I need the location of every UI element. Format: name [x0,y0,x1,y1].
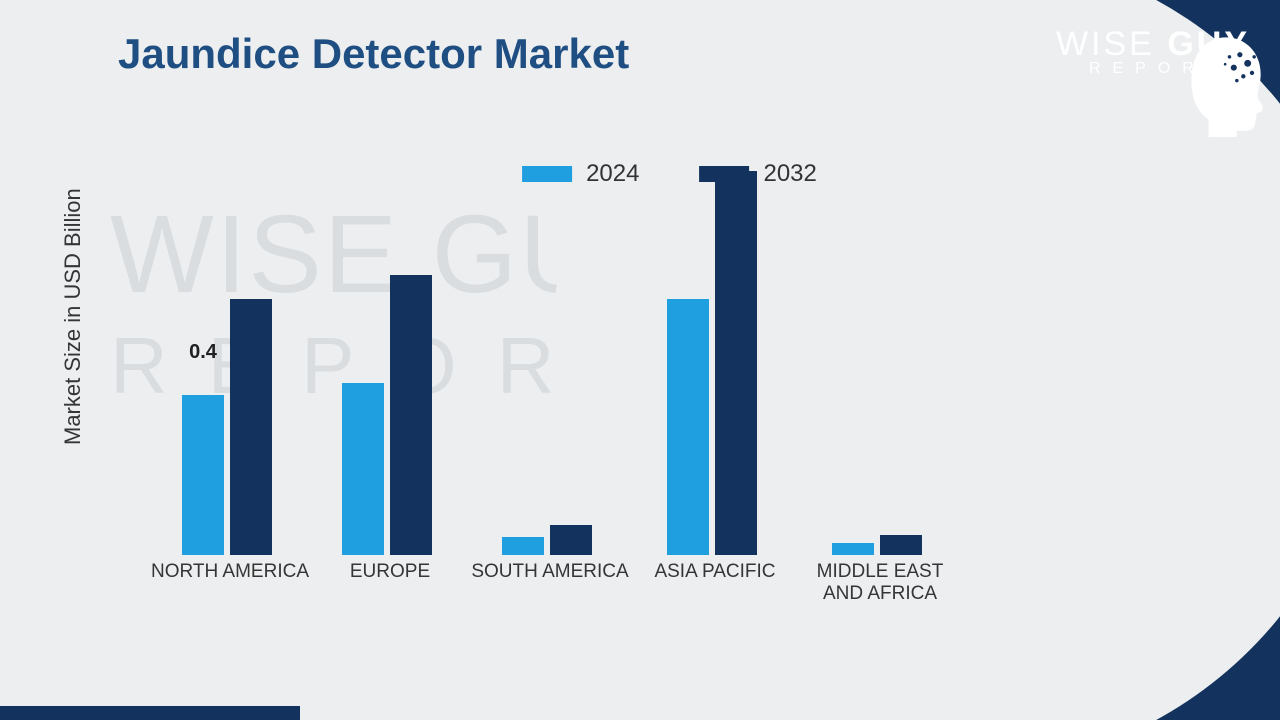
bottom-accent-bar [0,706,300,720]
bar-group: MIDDLE EAST AND AFRICA [810,155,950,555]
chart-title: Jaundice Detector Market [118,30,629,78]
logo-head-icon [1182,33,1270,137]
x-axis-label: MIDDLE EAST AND AFRICA [800,555,960,605]
bar-group: EUROPE [320,155,460,555]
bar-series1 [182,395,224,555]
bar-group: ASIA PACIFIC [645,155,785,555]
x-axis-label: NORTH AMERICA [150,555,310,583]
stage: WISE GUY REPORTS Jaundice Detector Marke… [0,0,1280,720]
x-axis-label: ASIA PACIFIC [635,555,795,583]
bar-value-label: 0.4 [189,341,217,368]
logo-word-wise: WISE [1056,25,1155,63]
bar-series2 [880,535,922,555]
bar-series1 [832,543,874,555]
bar-series2 [390,275,432,555]
bar-group: NORTH AMERICA0.4 [160,155,300,555]
bar-group: SOUTH AMERICA [480,155,620,555]
x-axis-label: SOUTH AMERICA [470,555,630,583]
y-axis-label: Market Size in USD Billion [60,188,86,445]
plot-area: NORTH AMERICA0.4EUROPESOUTH AMERICAASIA … [135,155,945,665]
chart: Market Size in USD Billion NORTH AMERICA… [70,155,950,685]
bar-series1 [667,299,709,555]
bar-series1 [502,537,544,555]
bar-series2 [715,171,757,555]
bar-series2 [230,299,272,555]
brand-logo: WISE GUY REPORTS [1056,25,1250,78]
x-axis-label: EUROPE [310,555,470,583]
bar-series1 [342,383,384,555]
bar-series2 [550,525,592,555]
